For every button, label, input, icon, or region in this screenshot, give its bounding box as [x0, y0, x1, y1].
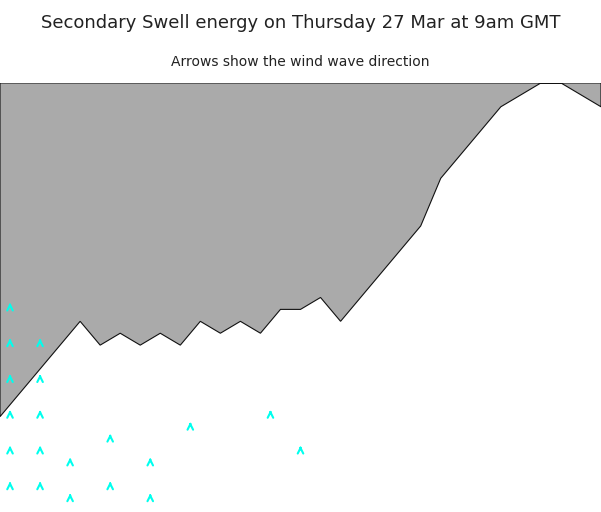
Text: Arrows show the wind wave direction: Arrows show the wind wave direction — [171, 55, 430, 69]
Text: Secondary Swell energy on Thursday 27 Mar at 9am GMT: Secondary Swell energy on Thursday 27 Ma… — [41, 14, 560, 32]
Polygon shape — [0, 83, 601, 417]
